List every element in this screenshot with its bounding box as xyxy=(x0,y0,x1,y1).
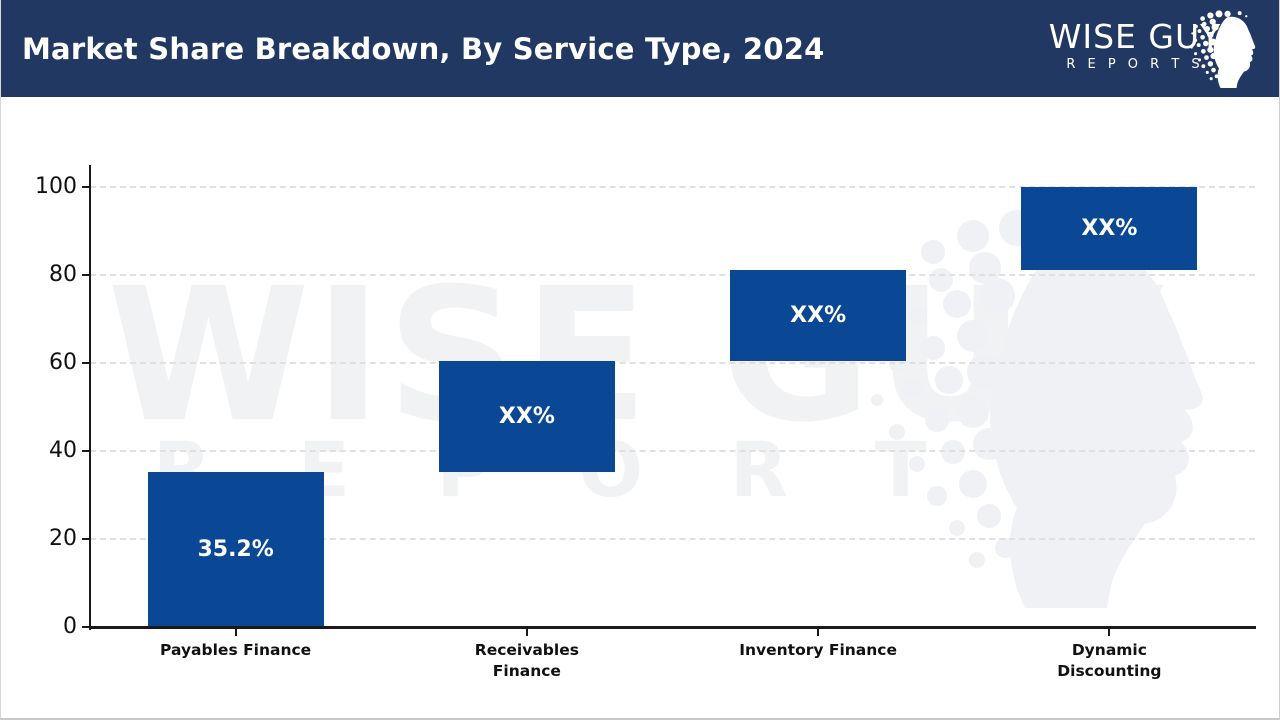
bar-value-label: XX% xyxy=(1081,215,1138,241)
y-tick-mark xyxy=(82,362,90,365)
y-tick-label: 40 xyxy=(49,438,77,464)
gridline xyxy=(90,274,1255,277)
gridline xyxy=(90,362,1255,365)
x-tick-mark xyxy=(234,629,237,636)
logo-text: WISE GUY R E P O R T S xyxy=(1047,20,1223,72)
x-tick-label: Dynamic Discounting xyxy=(1057,641,1162,680)
x-tick-mark xyxy=(817,629,820,636)
y-tick-label: 100 xyxy=(35,174,77,200)
gridline xyxy=(90,450,1255,453)
y-tick-mark xyxy=(82,626,90,628)
y-tick-mark xyxy=(82,450,90,453)
logo-subtext: R E P O R T S xyxy=(1066,57,1204,72)
bar-segment: XX% xyxy=(730,269,907,362)
bar-value-label: XX% xyxy=(498,404,555,430)
bar-value-label: XX% xyxy=(790,302,847,328)
bar-segment: 35.2% xyxy=(147,472,324,627)
y-tick-mark xyxy=(82,274,90,277)
logo-head-dots-icon xyxy=(1190,10,1256,89)
x-tick-mark xyxy=(1108,629,1111,636)
x-axis-line xyxy=(89,626,1256,629)
y-tick-label: 20 xyxy=(49,526,77,552)
gridline xyxy=(90,186,1255,189)
gridline xyxy=(90,538,1255,541)
bar-segment: XX% xyxy=(438,361,615,473)
y-axis-line xyxy=(89,165,91,630)
x-tick-label: Payables Finance xyxy=(160,641,312,659)
y-tick-label: 60 xyxy=(49,350,77,376)
header-bar: Market Share Breakdown, By Service Type,… xyxy=(1,0,1279,97)
y-tick-label: 0 xyxy=(63,614,77,639)
chart-title: Market Share Breakdown, By Service Type,… xyxy=(22,31,825,66)
y-tick-mark xyxy=(82,186,90,189)
bar-segment: XX% xyxy=(1021,187,1198,270)
y-tick-label: 80 xyxy=(49,262,77,288)
x-tick-label: Receivables Finance xyxy=(474,641,579,680)
x-tick-mark xyxy=(525,629,528,636)
x-tick-label: Inventory Finance xyxy=(739,641,898,659)
bar-value-label: 35.2% xyxy=(197,537,274,563)
y-tick-mark xyxy=(82,538,90,541)
wise-guy-logo: WISE GUY R E P O R T S xyxy=(1011,7,1267,91)
